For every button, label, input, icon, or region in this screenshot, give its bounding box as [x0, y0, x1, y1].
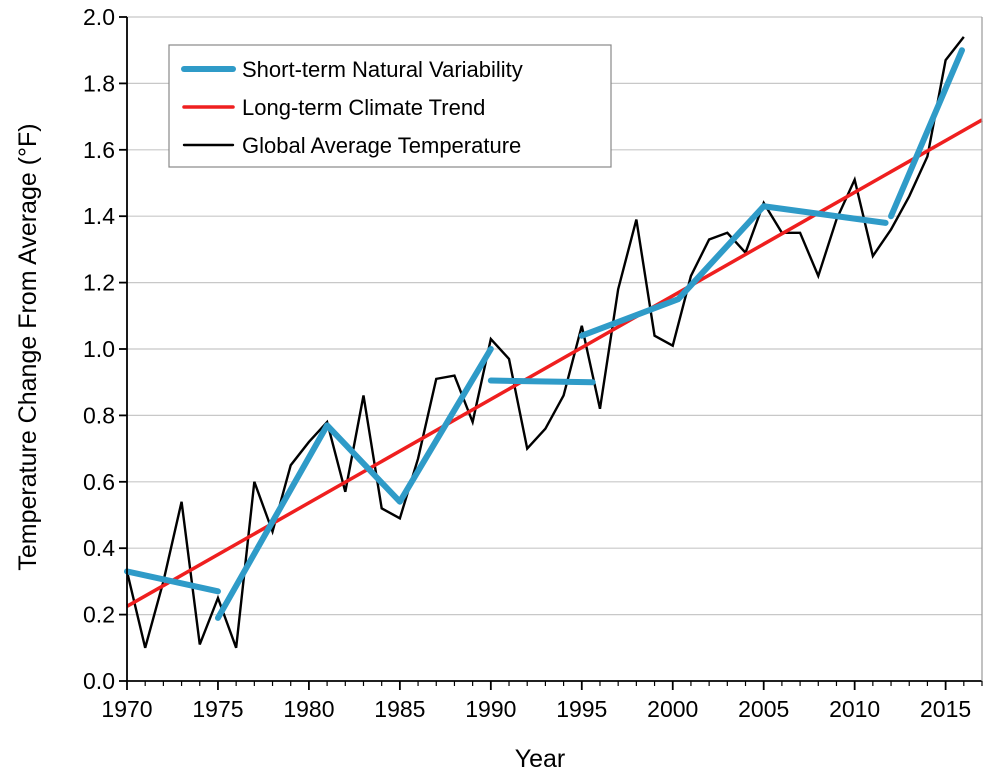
series-segment-short-term-variability: [124, 568, 221, 595]
y-tick-label: 1.8: [83, 70, 115, 96]
x-tick-label: 1975: [192, 696, 243, 722]
legend-label-short-term-variability: Short-term Natural Variability: [242, 57, 523, 82]
y-tick-label: 0.8: [83, 402, 115, 428]
x-tick-label: 2005: [738, 696, 789, 722]
series-line-global-average-temperature: [125, 36, 965, 649]
y-tick-label: 1.2: [83, 270, 115, 296]
x-tick-label: 1970: [101, 696, 152, 722]
y-tick-label: 1.6: [83, 137, 115, 163]
y-tick-label: 0.4: [83, 535, 115, 561]
y-tick-label: 2.0: [83, 4, 115, 30]
plot-series: [124, 36, 983, 649]
x-tick-label: 1985: [374, 696, 425, 722]
x-tick-label: 1980: [283, 696, 334, 722]
x-tick-label: 2015: [920, 696, 971, 722]
legend-label-long-term-trend: Long-term Climate Trend: [242, 95, 485, 120]
series-segment-short-term-variability: [487, 377, 596, 386]
x-tick-label: 2010: [829, 696, 880, 722]
series-segment-short-term-variability: [578, 203, 889, 339]
x-tick-label: 1990: [465, 696, 516, 722]
axes: 0.0 0.2 0.4 0.6 0.8 1.0 1.2 1.4 1.6 1.8 2.0 1970 197…: [83, 4, 983, 722]
series-segment-short-term-variability: [888, 47, 965, 220]
legend-box: [168, 44, 612, 168]
series-segment-short-term-variability: [214, 346, 494, 621]
legend: Short-term Natural Variability Long-term …: [168, 44, 612, 168]
y-tick-label: 0.0: [83, 668, 115, 694]
y-tick-label: 1.4: [83, 203, 115, 229]
x-tick-label: 1995: [556, 696, 607, 722]
legend-label-global-average-temperature: Global Average Temperature: [242, 133, 521, 158]
x-tick-label: 2000: [647, 696, 698, 722]
y-tick-label: 0.6: [83, 469, 115, 495]
y-tick-label: 1.0: [83, 336, 115, 362]
y-tick-label: 0.2: [83, 602, 115, 628]
series-line-long-term-trend: [126, 118, 983, 608]
y-axis-title: Temperature Change From Average (°F): [14, 123, 42, 570]
x-axis-title: Year: [515, 745, 566, 773]
